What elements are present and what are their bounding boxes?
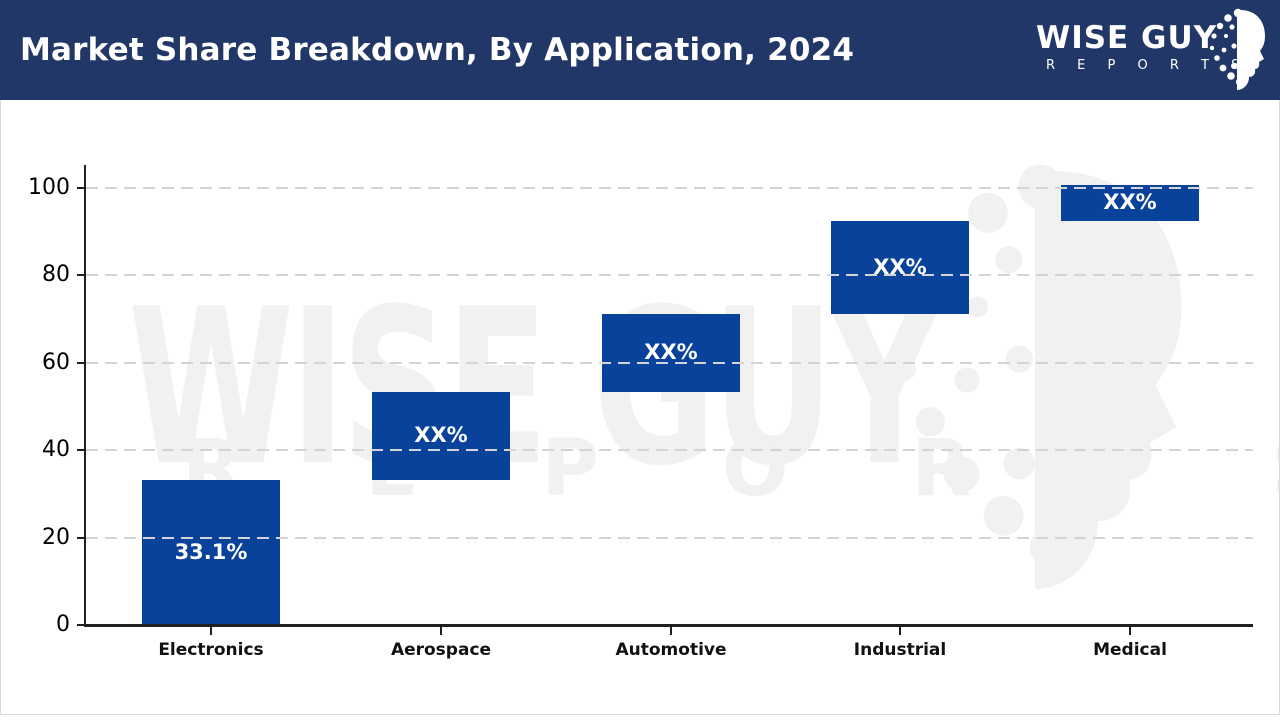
- category-label-electronics: Electronics: [158, 640, 264, 660]
- x-tick-electronics: [210, 627, 212, 635]
- logo-subtext: R E P O R T S: [1046, 58, 1249, 73]
- x-axis-line: [84, 624, 1253, 627]
- page-title: Market Share Breakdown, By Application, …: [20, 32, 855, 68]
- y-tick-label-80: 80: [42, 262, 70, 287]
- category-label-industrial: Industrial: [853, 640, 947, 660]
- x-tick-aerospace: [440, 627, 442, 635]
- logo-head-icon: [1209, 8, 1265, 90]
- bar-value-label-automotive: XX%: [644, 340, 698, 364]
- y-axis-line: [84, 165, 86, 627]
- y-tick-label-40: 40: [42, 437, 70, 462]
- header-bar: Market Share Breakdown, By Application, …: [0, 0, 1280, 100]
- watermark-wordmark: WISE GUY: [128, 262, 939, 513]
- y-tick-label-0: 0: [56, 612, 70, 637]
- logo-wordmark: WISE GUY: [1036, 20, 1218, 56]
- y-tick-label-60: 60: [42, 349, 70, 375]
- category-label-aerospace: Aerospace: [390, 640, 492, 660]
- gridline-y80: [86, 274, 1253, 276]
- y-tick-100: [77, 186, 85, 189]
- gridline-y20: [86, 536, 1253, 539]
- y-tick-label-100: 100: [28, 174, 70, 200]
- x-tick-automotive: [670, 627, 672, 635]
- bar-automotive: [602, 314, 740, 392]
- y-tick-0: [77, 624, 85, 626]
- x-tick-medical: [1129, 627, 1131, 635]
- y-tick-40: [77, 449, 85, 451]
- bar-value-label-industrial: XX%: [873, 255, 927, 279]
- bar-electronics: [142, 480, 280, 625]
- bar-value-label-electronics: 33.1%: [174, 540, 248, 564]
- gridline-y40: [86, 449, 1253, 451]
- bar-medical: [1061, 185, 1199, 221]
- y-tick-60: [77, 361, 85, 364]
- gridline-y60: [86, 361, 1253, 364]
- category-label-medical: Medical: [1093, 640, 1167, 660]
- y-tick-label-20: 20: [42, 524, 70, 550]
- y-tick-80: [77, 274, 85, 276]
- bar-value-label-medical: XX%: [1103, 190, 1157, 214]
- category-label-automotive: Automotive: [615, 640, 727, 660]
- bar-industrial: [831, 221, 969, 314]
- bar-value-label-aerospace: XX%: [414, 423, 468, 447]
- y-tick-20: [77, 536, 85, 539]
- x-tick-industrial: [899, 627, 901, 635]
- bar-aerospace: [372, 392, 510, 480]
- wiseguy-logo: WISE GUY R E P O R T S: [1000, 0, 1270, 100]
- gridline-y100: [86, 186, 1253, 189]
